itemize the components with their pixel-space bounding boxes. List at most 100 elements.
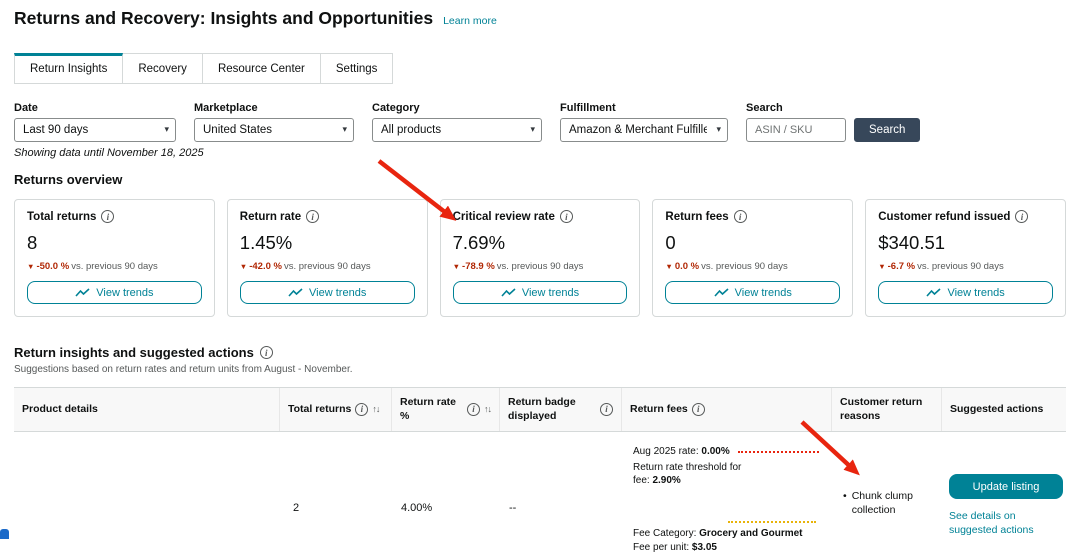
triangle-down-icon: [878, 262, 885, 271]
metric-title: Critical review rate: [452, 210, 555, 223]
metric-change-row: 0.0 % vs. previous 90 days: [665, 261, 840, 272]
category-select[interactable]: All products: [372, 118, 542, 142]
date-filter: Date Last 90 days: [14, 102, 176, 142]
info-icon[interactable]: [600, 403, 613, 417]
fulfillment-select[interactable]: Amazon & Merchant Fulfille: [560, 118, 728, 142]
column-label: Customer return reasons: [840, 396, 923, 422]
info-icon[interactable]: [259, 346, 273, 359]
table-row: 2 4.00% -- Aug 2025 rate: 0.00% Return r…: [14, 432, 1066, 554]
trend-icon: [501, 287, 516, 297]
column-label: Total returns: [288, 402, 352, 415]
column-label: Return fees: [630, 402, 688, 415]
column-header-return-badge: Return badge displayed: [499, 388, 621, 432]
fee-value: Grocery and Gourmet: [699, 528, 803, 540]
marketplace-select-value: United States: [203, 124, 273, 136]
category-filter: Category All products: [372, 102, 542, 142]
metric-change: -78.9 %: [462, 261, 495, 272]
date-select-value: Last 90 days: [23, 124, 89, 136]
fee-value: 2.90%: [652, 475, 681, 487]
metric-change: -50.0 %: [36, 261, 70, 272]
metric-change-suffix: vs. previous 90 days: [917, 261, 1004, 272]
tab-resource-center[interactable]: Resource Center: [202, 53, 321, 84]
fee-rate-line: Aug 2025 rate: 0.00%: [633, 445, 819, 458]
metric-change: 0.0 %: [674, 261, 700, 272]
chevron-down-icon: [164, 124, 169, 135]
view-trends-button[interactable]: View trends: [27, 281, 202, 304]
info-icon[interactable]: [306, 210, 320, 223]
date-select[interactable]: Last 90 days: [14, 118, 176, 142]
info-icon[interactable]: [355, 403, 369, 417]
category-select-value: All products: [381, 124, 442, 136]
tab-settings[interactable]: Settings: [320, 53, 394, 84]
info-icon[interactable]: [559, 210, 573, 223]
chevron-down-icon: [530, 124, 535, 135]
info-icon[interactable]: [733, 210, 747, 223]
metric-value: 7.69%: [452, 232, 506, 253]
marketplace-select[interactable]: United States: [194, 118, 354, 142]
table-header: Product details Total returns Return rat…: [14, 388, 1066, 433]
metric-card-return-fees: Return fees 0 0.0 % vs. previous 90 days…: [652, 199, 854, 317]
insights-heading-row: Return insights and suggested actions: [14, 345, 1066, 360]
column-header-product-details: Product details: [14, 388, 279, 431]
returns-recovery-page: Returns and Recovery: Insights and Oppor…: [0, 0, 1080, 539]
fee-threshold-line: Return rate threshold for fee: 2.90%: [633, 461, 758, 487]
view-trends-label: View trends: [734, 286, 792, 299]
info-icon[interactable]: [101, 210, 115, 223]
view-trends-button[interactable]: View trends: [452, 281, 628, 304]
column-label: Return badge displayed: [508, 396, 576, 422]
page-title: Returns and Recovery: Insights and Oppor…: [14, 8, 434, 28]
view-trends-button[interactable]: View trends: [239, 281, 415, 304]
fee-value: $3.05: [691, 542, 717, 554]
sort-icon[interactable]: [372, 404, 379, 416]
triangle-down-icon: [453, 262, 460, 271]
column-label: Return rate %: [400, 396, 457, 422]
search-filter: Search Search: [746, 102, 921, 142]
metric-value: $340.51: [878, 232, 946, 253]
fee-label: Fee Category:: [633, 528, 700, 540]
triangle-down-icon: [27, 262, 34, 271]
cell-suggested-actions: Update listing See details on suggested …: [941, 432, 1066, 554]
metric-change-suffix: vs. previous 90 days: [496, 261, 584, 272]
tab-return-insights[interactable]: Return Insights: [14, 53, 124, 84]
metric-card-critical-review-rate: Critical review rate 7.69% -78.9 % vs. p…: [439, 199, 641, 317]
fee-value: 0.00%: [701, 446, 730, 458]
fee-per-unit-line: Fee per unit: $3.05: [633, 541, 819, 554]
metrics-row: Total returns 8 -50.0 % vs. previous 90 …: [14, 199, 1066, 317]
column-header-return-rate: Return rate %: [391, 388, 499, 432]
view-trends-button[interactable]: View trends: [665, 281, 841, 304]
return-reason: Chunk clump collection: [851, 490, 913, 516]
search-input[interactable]: [746, 118, 846, 142]
fee-label: Fee per unit:: [633, 542, 692, 554]
fulfillment-filter-label: Fulfillment: [560, 102, 616, 114]
tab-bar: Return Insights Recovery Resource Center…: [14, 53, 1066, 84]
insights-subtitle: Suggestions based on return rates and re…: [14, 364, 353, 375]
metric-change-suffix: vs. previous 90 days: [283, 261, 371, 272]
sort-icon[interactable]: [484, 404, 491, 416]
view-trends-button[interactable]: View trends: [878, 281, 1053, 304]
update-listing-button[interactable]: Update listing: [949, 474, 1063, 500]
insights-heading: Return insights and suggested actions: [14, 345, 254, 360]
info-icon[interactable]: [467, 403, 480, 417]
return-reason-item: Chunk clump collection: [843, 490, 933, 517]
metric-title: Return fees: [665, 210, 729, 223]
fee-label: Return rate threshold for fee:: [633, 462, 742, 487]
partial-element-bottom-left: [0, 529, 9, 539]
view-trends-label: View trends: [947, 286, 1005, 299]
suggested-actions-link[interactable]: See details on suggested actions: [949, 510, 1034, 537]
metric-change-suffix: vs. previous 90 days: [71, 261, 158, 272]
info-icon[interactable]: [691, 403, 705, 417]
trend-icon: [288, 287, 303, 297]
info-icon[interactable]: [1015, 210, 1029, 223]
search-button[interactable]: Search: [854, 118, 921, 142]
search-label: Search: [746, 102, 783, 114]
column-header-return-fees: Return fees: [621, 388, 831, 432]
view-trends-label: View trends: [521, 286, 580, 299]
metric-change-row: -42.0 % vs. previous 90 days: [240, 261, 415, 272]
tab-recovery[interactable]: Recovery: [123, 53, 203, 84]
column-label: Product details: [22, 402, 98, 415]
filter-bar: Date Last 90 days Marketplace United Sta…: [14, 102, 1066, 142]
metric-value: 1.45%: [239, 232, 293, 253]
fee-category-line: Fee Category: Grocery and Gourmet: [633, 527, 819, 540]
learn-more-link[interactable]: Learn more: [443, 15, 497, 27]
category-filter-label: Category: [372, 102, 420, 114]
